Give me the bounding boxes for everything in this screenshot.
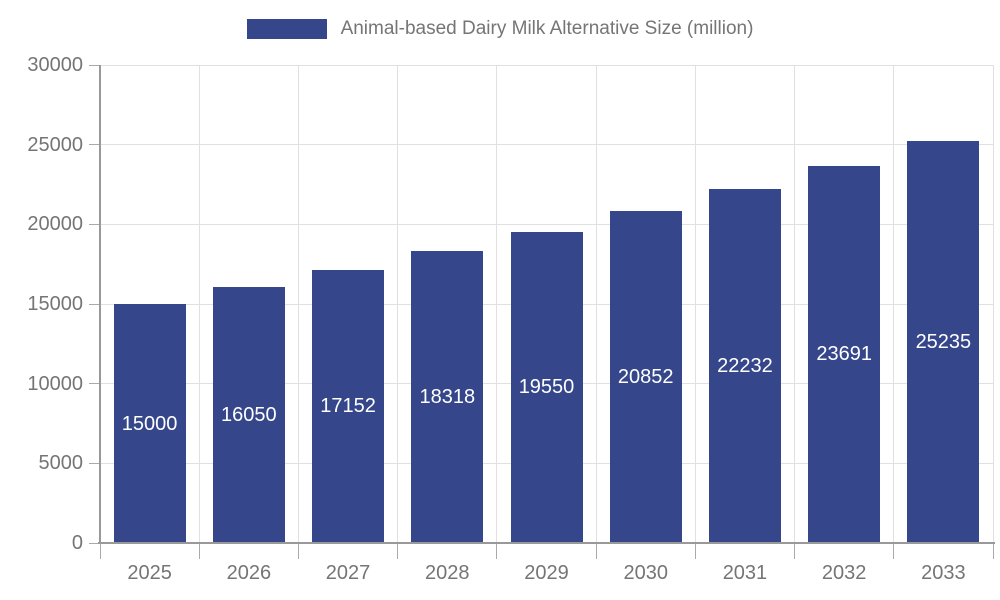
x-tick [198, 543, 200, 559]
y-tick-10000 [89, 383, 100, 385]
x-gridline [595, 65, 597, 543]
y-tick-20000 [89, 223, 100, 225]
bar-2032 [808, 165, 881, 543]
bar-2033 [907, 140, 980, 543]
x-gridline [794, 65, 796, 543]
x-tick-label: 2027 [325, 562, 371, 584]
legend-swatch [246, 19, 327, 39]
x-gridline [297, 65, 299, 543]
x-tick-label: 2030 [623, 562, 668, 584]
x-tick-label: 2029 [524, 562, 569, 584]
x-tick [694, 543, 696, 559]
x-tick [893, 543, 895, 559]
y-gridline-20000 [100, 223, 993, 225]
y-tick-15000 [89, 303, 100, 305]
y-axis-line [99, 65, 101, 543]
bar-2025 [113, 304, 186, 543]
y-tick-label: 10000 [27, 372, 83, 395]
x-gridline [397, 65, 399, 543]
legend: Animal-based Dairy Milk Alternative Size… [0, 18, 1000, 40]
y-tick-label: 15000 [27, 293, 83, 315]
x-tick [595, 543, 597, 559]
x-axis-line [98, 542, 995, 544]
bar-2030 [609, 210, 682, 543]
bar-2029 [510, 231, 583, 543]
x-tick-label: 2025 [127, 562, 172, 584]
bar-2026 [212, 287, 285, 543]
x-gridline [992, 65, 994, 543]
bar-value-label: 18318 [419, 386, 476, 409]
y-tick-label: 30000 [27, 54, 83, 76]
bar-value-label: 22232 [717, 354, 773, 377]
bar-value-label: 20852 [617, 365, 674, 388]
y-tick-label: 5000 [38, 452, 84, 475]
y-tick-25000 [89, 144, 100, 146]
x-gridline [893, 65, 895, 543]
y-tick-label: 0 [71, 532, 83, 554]
x-tick [794, 543, 796, 559]
legend-label: Animal-based Dairy Milk Alternative Size… [340, 18, 754, 39]
y-gridline-25000 [100, 144, 993, 146]
x-tick-label: 2028 [425, 562, 470, 584]
x-tick [297, 543, 299, 559]
x-gridline [198, 65, 200, 543]
x-gridline [694, 65, 696, 543]
bar-value-label: 25235 [915, 330, 972, 353]
bar-2027 [312, 269, 385, 543]
x-tick-label: 2031 [722, 562, 768, 584]
x-tick-label: 2032 [821, 562, 867, 584]
bar-value-label: 19550 [518, 376, 575, 399]
y-tick-0 [89, 542, 100, 544]
x-tick-label: 2033 [921, 562, 966, 584]
x-tick [397, 543, 399, 559]
bar-value-label: 16050 [221, 404, 277, 427]
bar-2028 [411, 251, 484, 543]
bar-value-label: 17152 [320, 395, 376, 418]
x-gridline [496, 65, 498, 543]
y-tick-label: 20000 [27, 213, 83, 236]
x-tick [99, 543, 101, 559]
y-gridline-30000 [100, 64, 993, 66]
x-tick-label: 2026 [226, 562, 272, 584]
x-tick [992, 543, 994, 559]
bar-value-label: 15000 [121, 412, 178, 435]
bar-2031 [708, 188, 781, 543]
x-tick [496, 543, 498, 559]
y-tick-label: 25000 [27, 133, 83, 156]
bar-value-label: 23691 [816, 343, 872, 366]
plot-area: 0 5000 10000 15000 20000 25000 30000 15000 2025 1… [27, 55, 995, 584]
y-tick-5000 [89, 462, 100, 464]
y-tick-30000 [89, 64, 100, 66]
